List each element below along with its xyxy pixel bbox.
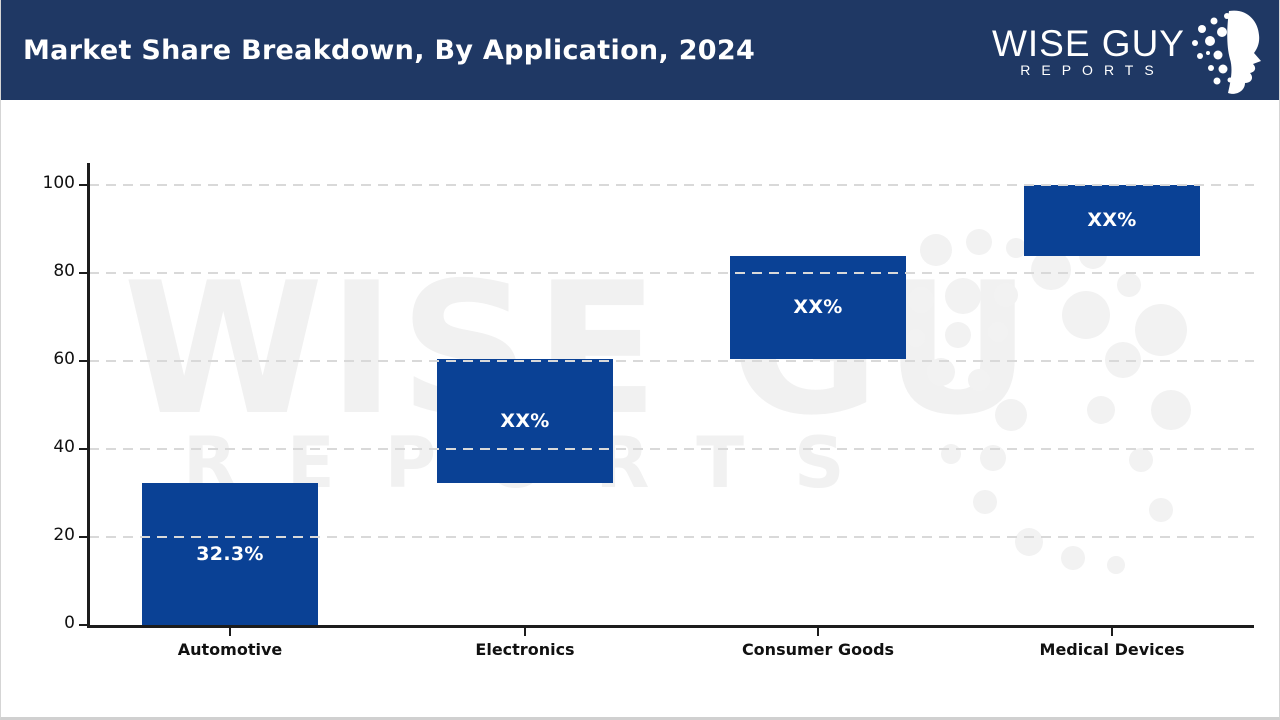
gridline-20 [89, 536, 1254, 538]
x-tick-mark-automotive [229, 628, 231, 636]
x-tick-mark-consumer-goods [817, 628, 819, 636]
y-tick-mark-0 [79, 624, 87, 626]
bar-automotive: 32.3% [142, 482, 318, 625]
y-axis-line [87, 163, 90, 628]
x-axis-category-label-automotive: Automotive [177, 640, 283, 659]
chart-title: Market Share Breakdown, By Application, … [23, 34, 756, 66]
y-tick-mark-100 [79, 184, 87, 186]
x-tick-mark-electronics [524, 628, 526, 636]
gridline-40 [89, 448, 1254, 450]
header: Market Share Breakdown, By Application, … [1, 0, 1279, 100]
wise-guy-logo: WISE GUY REPORTS [992, 8, 1265, 94]
x-tick-mark-medical-devices [1111, 628, 1113, 636]
y-tick-mark-80 [79, 272, 87, 274]
y-tick-mark-40 [79, 448, 87, 450]
y-axis-tick-label: 80 [53, 261, 75, 281]
logo-wordmark: WISE GUY [991, 22, 1185, 64]
y-tick-mark-20 [79, 536, 87, 538]
x-axis-category-label-medical-devices: Medical Devices [1039, 640, 1185, 659]
y-axis-tick-label: 40 [53, 437, 75, 457]
gridline-100 [89, 184, 1254, 186]
x-axis-line [87, 625, 1254, 628]
y-tick-mark-60 [79, 360, 87, 362]
gridline-60 [89, 360, 1254, 362]
x-axis-category-label-consumer-goods: Consumer Goods [741, 640, 895, 659]
bar-value-label-consumer-goods: XX% [793, 296, 843, 319]
y-axis-tick-label: 60 [53, 349, 75, 369]
y-axis-tick-label: 20 [53, 525, 75, 545]
bar-electronics: XX% [437, 358, 613, 483]
logo-subtext: REPORTS [1020, 62, 1165, 79]
gridline-80 [89, 272, 1254, 274]
bar-value-label-electronics: XX% [500, 409, 550, 432]
bar-medical-devices: XX% [1024, 185, 1200, 256]
bar-value-label-automotive: 32.3% [196, 542, 264, 565]
y-axis-tick-label: 0 [64, 613, 75, 633]
bar-value-label-medical-devices: XX% [1087, 209, 1137, 232]
x-axis-category-label-electronics: Electronics [475, 640, 575, 659]
y-axis-tick-label: 100 [42, 173, 75, 193]
dotted-head-icon [1192, 10, 1261, 94]
logo-text: WISE GUY REPORTS [991, 22, 1185, 79]
